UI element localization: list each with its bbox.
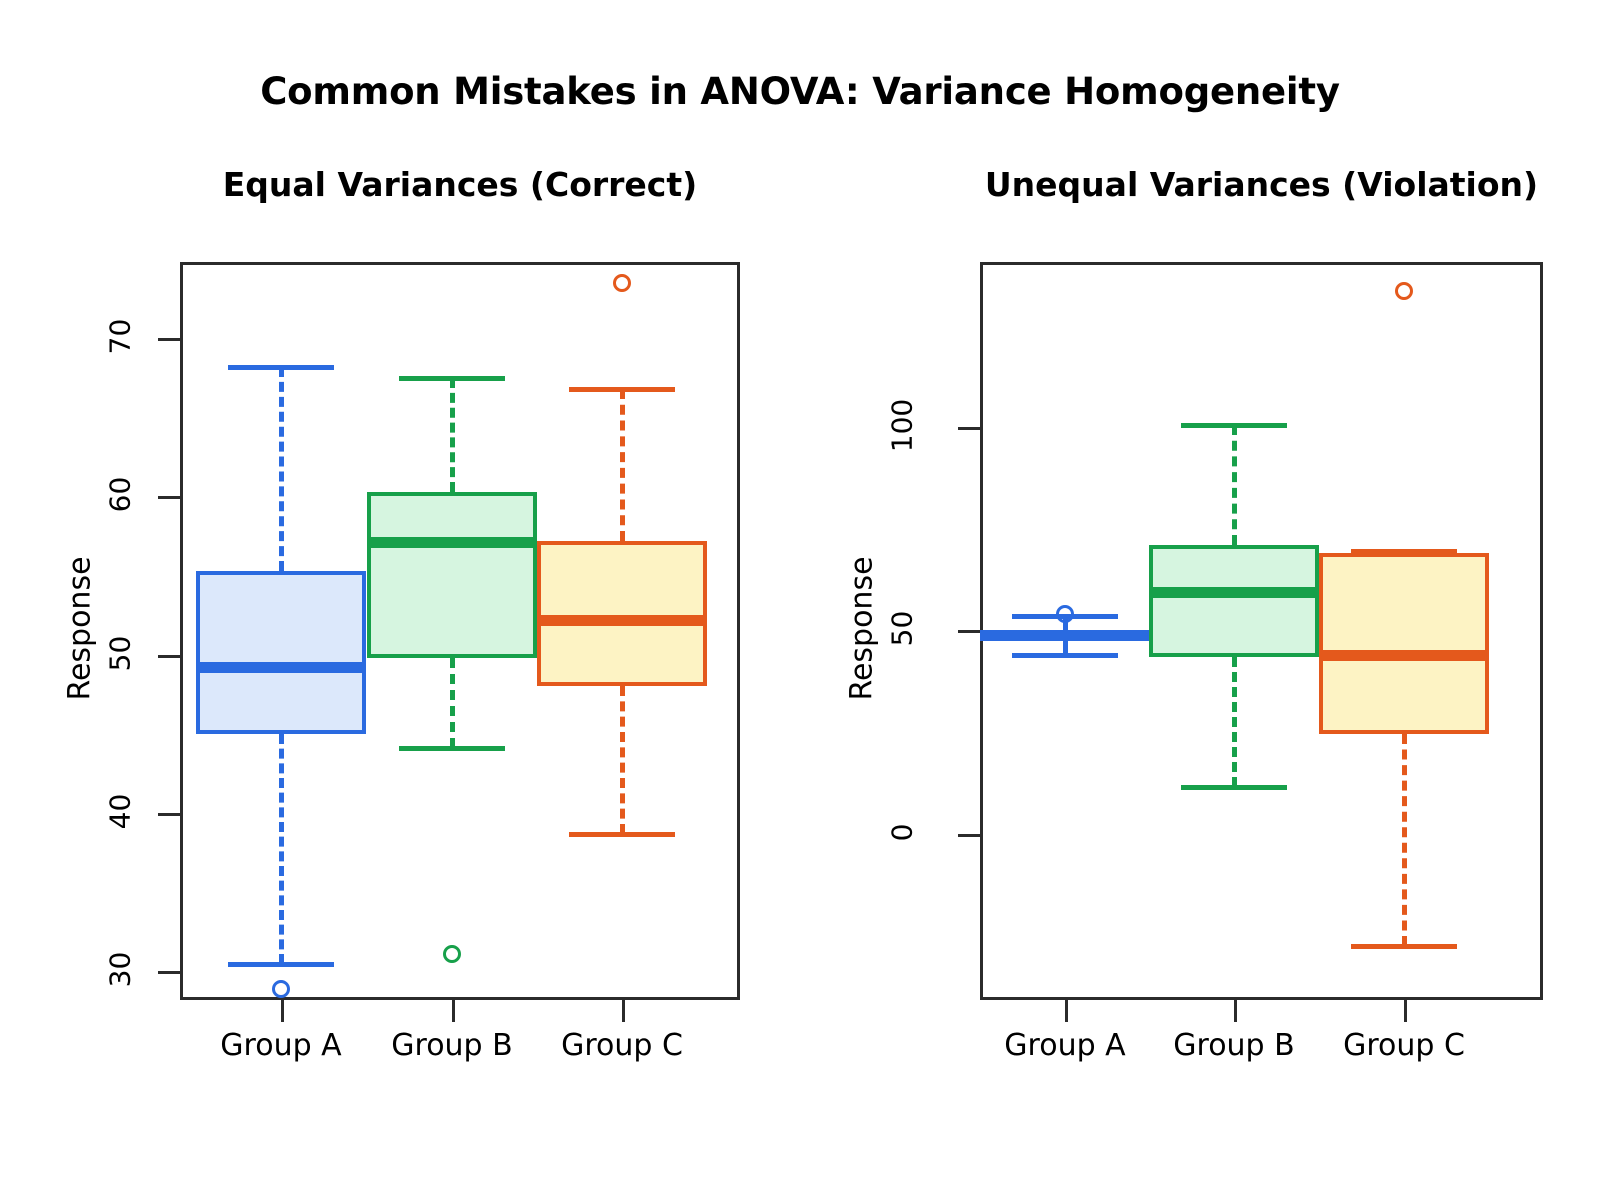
outlier-point-group-c — [1395, 281, 1413, 300]
median-group-c — [537, 614, 707, 626]
y-tick-label: 50 — [885, 611, 919, 647]
y-tick-label: 0 — [885, 823, 919, 842]
whisker-lower-group-b — [450, 657, 455, 749]
x-tick-mark — [622, 1000, 625, 1022]
x-tick-mark — [452, 1000, 455, 1022]
whisker-lower-group-c — [620, 686, 625, 834]
x-tick-label-group-b: Group B — [391, 1028, 513, 1063]
median-group-c — [1319, 649, 1489, 661]
y-tick-mark — [958, 630, 980, 634]
outlier-point-group-a — [1056, 605, 1074, 624]
whisker-upper-group-b — [450, 377, 455, 492]
cap-lower-group-a — [228, 961, 334, 967]
x-tick-mark — [1234, 1000, 1237, 1022]
left-panel-title: Equal Variances (Correct) — [222, 165, 698, 204]
right-panel-title: Unequal Variances (Violation) — [984, 165, 1539, 204]
x-tick-label-group-c: Group C — [561, 1028, 683, 1063]
median-group-b — [1149, 586, 1319, 598]
x-tick-label-group-b: Group B — [1173, 1028, 1295, 1063]
cap-upper-group-b — [1181, 423, 1287, 429]
y-tick-mark — [158, 338, 180, 342]
cap-lower-group-a — [1012, 652, 1118, 658]
cap-lower-group-b — [399, 746, 505, 752]
x-tick-mark — [1404, 1000, 1407, 1022]
x-tick-mark — [281, 1000, 284, 1022]
whisker-lower-group-a — [279, 733, 284, 964]
box-group-a — [196, 570, 366, 734]
y-tick-label: 50 — [103, 635, 137, 672]
y-tick-label: 60 — [103, 477, 137, 513]
outlier-point-group-c — [613, 273, 631, 292]
box-group-c — [1319, 553, 1489, 735]
cap-upper-group-b — [399, 375, 505, 381]
whisker-lower-group-a — [1063, 640, 1068, 655]
whisker-upper-group-c — [620, 388, 625, 541]
x-tick-label-group-c: Group C — [1343, 1028, 1465, 1063]
y-tick-label: 30 — [103, 952, 137, 988]
whisker-upper-group-a — [1063, 616, 1068, 632]
whisker-lower-group-b — [1232, 656, 1237, 787]
y-tick-mark — [958, 427, 980, 431]
box-group-c — [537, 540, 707, 687]
y-tick-mark — [158, 496, 180, 500]
box-group-b — [367, 491, 537, 658]
whisker-upper-group-b — [1232, 425, 1237, 545]
x-tick-label-group-a: Group A — [1004, 1028, 1126, 1063]
y-tick-label: 100 — [885, 398, 919, 453]
y-tick-label: 70 — [103, 318, 137, 355]
median-group-b — [367, 537, 537, 549]
whisker-lower-group-c — [1402, 734, 1407, 946]
median-group-a — [196, 662, 366, 674]
cap-lower-group-c — [569, 831, 675, 837]
y-tick-mark — [158, 971, 180, 975]
outlier-point-group-b — [443, 945, 461, 964]
y-tick-mark — [158, 813, 180, 817]
median-group-a — [980, 630, 1150, 642]
cap-upper-group-c — [569, 386, 675, 392]
cap-lower-group-b — [1181, 784, 1287, 790]
y-axis-label: Response — [844, 556, 880, 701]
cap-lower-group-c — [1351, 943, 1457, 949]
y-axis-label: Response — [62, 556, 98, 701]
box-group-b — [1149, 545, 1319, 657]
x-tick-mark — [1065, 1000, 1068, 1022]
cap-upper-group-a — [228, 364, 334, 370]
main-title: Common Mistakes in ANOVA: Variance Homog… — [260, 70, 1340, 113]
y-tick-mark — [158, 654, 180, 658]
y-tick-mark — [958, 833, 980, 837]
whisker-upper-group-a — [279, 366, 284, 571]
cap-upper-group-c — [1351, 549, 1457, 555]
x-tick-label-group-a: Group A — [220, 1028, 342, 1063]
y-tick-label: 40 — [103, 793, 137, 830]
outlier-point-group-a — [272, 979, 290, 998]
